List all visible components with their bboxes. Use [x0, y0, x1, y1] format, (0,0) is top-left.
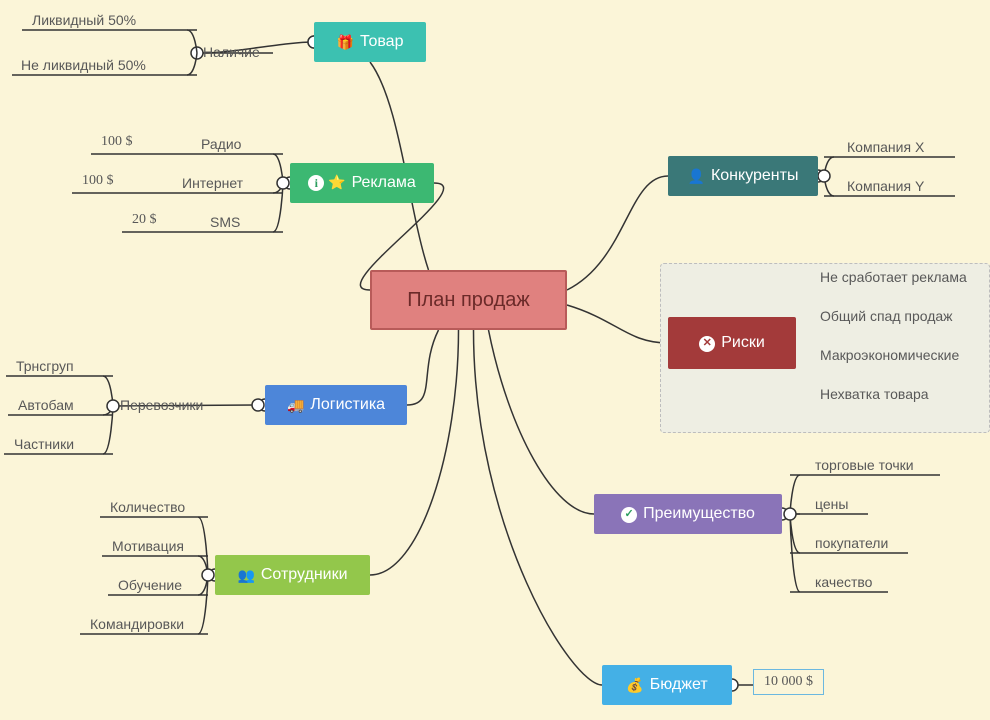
konkurenty-label: Конкуренты [711, 167, 799, 185]
preimushestvo-icon: ✓ [621, 505, 637, 523]
logistika-label: Логистика [310, 396, 385, 414]
preimushestvo-leaf[interactable]: цены [815, 496, 848, 512]
logistika-sub[interactable]: Перевозчики [120, 397, 203, 413]
riski-leaf[interactable]: Не сработает реклама [820, 269, 967, 285]
tovar-label: Товар [360, 33, 404, 51]
tovar-icon: 🎁 [337, 35, 354, 49]
riski-icon: ✕ [699, 334, 715, 352]
reklama-money: 100 $ [101, 134, 133, 150]
preimushestvo-node[interactable]: ✓ Преимущество [594, 494, 782, 534]
budget-label: Бюджет [650, 676, 708, 694]
tovar-node[interactable]: 🎁 Товар [314, 22, 426, 62]
budget-node[interactable]: 💰 Бюджет [602, 665, 732, 705]
sotrudniki-leaf[interactable]: Количество [110, 499, 185, 515]
sotrudniki-leaf[interactable]: Мотивация [112, 538, 184, 554]
reklama-money: 100 $ [82, 173, 114, 189]
preimushestvo-leaf[interactable]: покупатели [815, 535, 888, 551]
sotrudniki-leaf[interactable]: Командировки [90, 616, 184, 632]
sotrudniki-label: Сотрудники [261, 566, 348, 584]
riski-leaf[interactable]: Нехватка товара [820, 386, 929, 402]
preimushestvo-leaf[interactable]: торговые точки [815, 457, 914, 473]
sotrudniki-node[interactable]: 👥 Сотрудники [215, 555, 370, 595]
tovar-leaf[interactable]: Ликвидный 50% [32, 12, 136, 28]
tovar-leaf[interactable]: Не ликвидный 50% [21, 57, 146, 73]
reklama-leaf[interactable]: Радио [201, 136, 241, 152]
riski-leaf[interactable]: Общий спад продаж [820, 308, 953, 324]
riski-label: Риски [721, 334, 765, 352]
konkurenty-node[interactable]: 👤 Конкуренты [668, 156, 818, 196]
logistika-leaf[interactable]: Автобам [18, 397, 74, 413]
reklama-node[interactable]: i ⭐ Реклама [290, 163, 434, 203]
logistika-node[interactable]: 🚚 Логистика [265, 385, 407, 425]
logistika-leaf[interactable]: Трнсгруп [16, 358, 74, 374]
reklama-leaf[interactable]: SMS [210, 214, 240, 230]
central-label: План продаж [407, 289, 530, 312]
reklama-icon: i ⭐ [308, 175, 345, 191]
central-node[interactable]: План продаж [370, 270, 567, 330]
konkurenty-leaf[interactable]: Компания Y [847, 178, 924, 194]
preimushestvo-label: Преимущество [643, 505, 755, 523]
riski-node[interactable]: ✕ Риски [668, 317, 796, 369]
reklama-leaf[interactable]: Интернет [182, 175, 243, 191]
sotrudniki-icon: 👥 [237, 568, 254, 582]
reklama-label: Реклама [352, 174, 416, 192]
reklama-money: 20 $ [132, 212, 157, 228]
sotrudniki-leaf[interactable]: Обучение [118, 577, 182, 593]
konkurenty-leaf[interactable]: Компания X [847, 139, 924, 155]
logistika-leaf[interactable]: Частники [14, 436, 74, 452]
logistika-icon: 🚚 [287, 398, 304, 412]
tovar-sub[interactable]: Наличие [203, 44, 260, 60]
budget-value[interactable]: 10 000 $ [753, 669, 824, 695]
preimushestvo-leaf[interactable]: качество [815, 574, 872, 590]
riski-leaf[interactable]: Макроэкономические [820, 347, 959, 363]
konkurenty-icon: 👤 [688, 169, 705, 183]
budget-icon: 💰 [626, 678, 643, 692]
